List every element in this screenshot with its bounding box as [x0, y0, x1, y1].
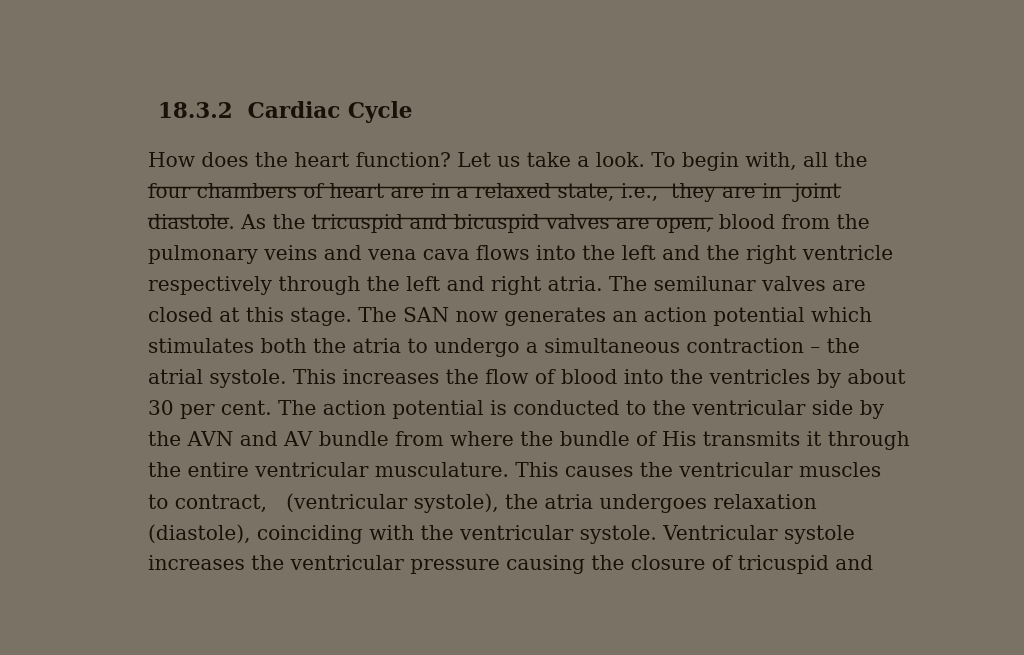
Text: diastole. As the tricuspid and bicuspid valves are open, blood from the: diastole. As the tricuspid and bicuspid … — [147, 214, 869, 233]
Text: to contract,   (ventricular systole), the atria undergoes relaxation: to contract, (ventricular systole), the … — [147, 493, 816, 513]
Text: the AVN and AV bundle from where the bundle of His transmits it through: the AVN and AV bundle from where the bun… — [147, 431, 909, 450]
Text: 30 per cent. The action potential is conducted to the ventricular side by: 30 per cent. The action potential is con… — [147, 400, 884, 419]
Text: How does the heart function? Let us take a look. To begin with, all the: How does the heart function? Let us take… — [147, 152, 867, 171]
Text: (diastole), coinciding with the ventricular systole. Ventricular systole: (diastole), coinciding with the ventricu… — [147, 524, 855, 544]
Text: four chambers of heart are in a relaxed state, i.e.,  they are in  joint: four chambers of heart are in a relaxed … — [147, 183, 841, 202]
Text: the entire ventricular musculature. This causes the ventricular muscles: the entire ventricular musculature. This… — [147, 462, 881, 481]
Text: stimulates both the atria to undergo a simultaneous contraction – the: stimulates both the atria to undergo a s… — [147, 338, 859, 357]
Text: closed at this stage. The SAN now generates an action potential which: closed at this stage. The SAN now genera… — [147, 307, 871, 326]
Text: pulmonary veins and vena cava flows into the left and the right ventricle: pulmonary veins and vena cava flows into… — [147, 245, 893, 264]
Text: respectively through the left and right atria. The semilunar valves are: respectively through the left and right … — [147, 276, 865, 295]
Text: 18.3.2  Cardiac Cycle: 18.3.2 Cardiac Cycle — [158, 102, 413, 123]
Text: atrial systole. This increases the flow of blood into the ventricles by about: atrial systole. This increases the flow … — [147, 369, 905, 388]
Text: increases the ventricular pressure causing the closure of tricuspid and: increases the ventricular pressure causi… — [147, 555, 873, 574]
